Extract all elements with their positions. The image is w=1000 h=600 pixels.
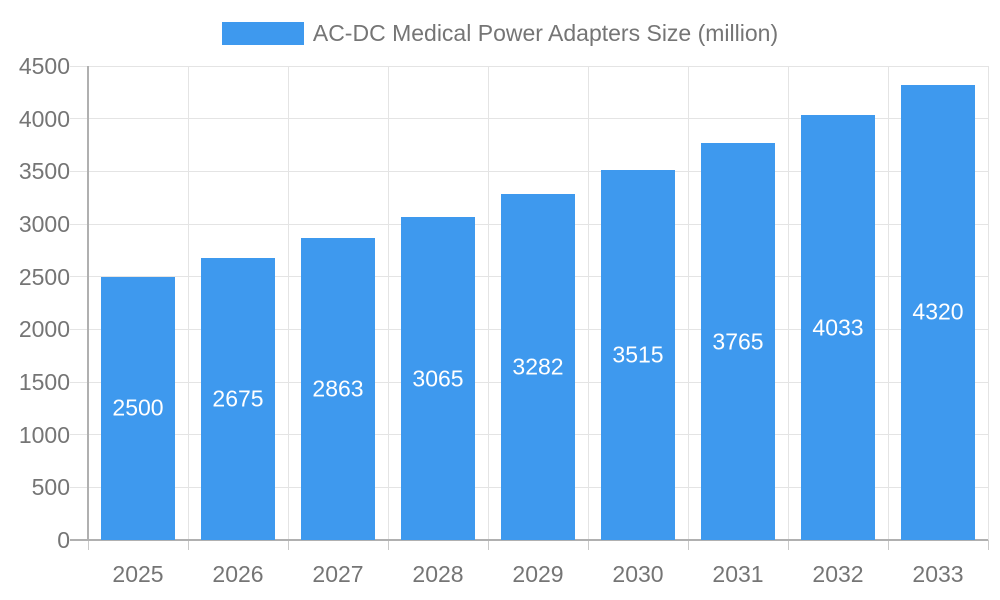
bar-value-label: 3282 <box>512 353 564 380</box>
bar-2026[interactable]: 2675 <box>201 258 275 540</box>
gridline-vertical <box>487 66 489 540</box>
bar-2025[interactable]: 2500 <box>101 276 175 540</box>
legend[interactable]: AC-DC Medical Power Adapters Size (milli… <box>0 19 1000 47</box>
x-axis-tick <box>287 540 289 550</box>
legend-swatch <box>221 21 304 45</box>
gridline-vertical <box>887 66 889 540</box>
bar-2032[interactable]: 4033 <box>801 115 875 540</box>
gridline-horizontal <box>70 65 988 67</box>
gridline-horizontal <box>70 118 988 120</box>
x-axis-tick-label: 2032 <box>812 561 864 587</box>
x-axis-tick-label: 2029 <box>512 561 564 587</box>
x-axis-line <box>70 539 988 541</box>
x-axis-tick <box>187 540 189 550</box>
x-axis-tick <box>387 540 389 550</box>
x-axis-tick <box>487 540 489 550</box>
x-axis-tick <box>787 540 789 550</box>
bar-2029[interactable]: 3282 <box>501 194 575 540</box>
bar-value-label: 3515 <box>612 341 664 368</box>
y-axis-tick-label: 1000 <box>18 421 70 448</box>
y-axis-tick-label: 500 <box>31 474 70 501</box>
bar-value-label: 3065 <box>412 365 464 392</box>
y-axis-tick-label: 4000 <box>18 105 70 132</box>
gridline-vertical <box>387 66 389 540</box>
bar-value-label: 4320 <box>912 298 964 325</box>
bar-2027[interactable]: 2863 <box>301 238 375 540</box>
y-axis-tick-label: 3000 <box>18 211 70 237</box>
x-axis-tick-label: 2030 <box>612 561 664 587</box>
gridline-vertical <box>187 66 189 540</box>
x-axis-tick-label: 2027 <box>312 561 364 587</box>
plot-area: 2500 2675 2863 3065 3282 3515 3765 4033 4320 <box>70 65 989 550</box>
legend-label: AC-DC Medical Power Adapters Size (milli… <box>312 19 779 46</box>
y-axis-tick-label: 1500 <box>18 369 70 395</box>
x-axis-tick-label: 2025 <box>112 561 164 587</box>
bar-2030[interactable]: 3515 <box>601 169 675 540</box>
x-axis-tick <box>987 540 989 550</box>
x-axis-tick-label: 2031 <box>712 561 764 587</box>
x-axis-tick-label: 2033 <box>912 561 964 587</box>
x-axis-tick <box>587 540 589 550</box>
bar-2033[interactable]: 4320 <box>901 84 975 540</box>
y-axis-tick-label: 0 <box>57 527 70 553</box>
x-axis-tick <box>887 540 889 550</box>
gridline-vertical <box>787 66 789 540</box>
y-axis-tick-label: 2500 <box>18 263 70 290</box>
y-axis-tick-label: 3500 <box>18 158 70 185</box>
bar-value-label: 2675 <box>212 385 264 412</box>
gridline-vertical <box>987 66 989 540</box>
gridline-horizontal <box>70 170 988 172</box>
y-axis-line <box>87 66 89 540</box>
gridline-vertical <box>587 66 589 540</box>
y-axis-tick-label: 2000 <box>18 316 70 343</box>
y-axis-tick-label: 4500 <box>18 53 70 79</box>
x-axis-tick-label: 2026 <box>212 561 264 587</box>
gridline-vertical <box>287 66 289 540</box>
bar-2031[interactable]: 3765 <box>701 143 775 540</box>
x-axis-tick <box>87 540 89 550</box>
x-axis-tick <box>687 540 689 550</box>
bar-value-label: 3765 <box>712 328 764 355</box>
bar-value-label: 2863 <box>312 375 364 402</box>
bar-2028[interactable]: 3065 <box>401 217 475 540</box>
x-axis-tick-label: 2028 <box>412 561 464 587</box>
bar-value-label: 2500 <box>112 394 164 421</box>
gridline-vertical <box>687 66 689 540</box>
bar-value-label: 4033 <box>812 314 864 341</box>
